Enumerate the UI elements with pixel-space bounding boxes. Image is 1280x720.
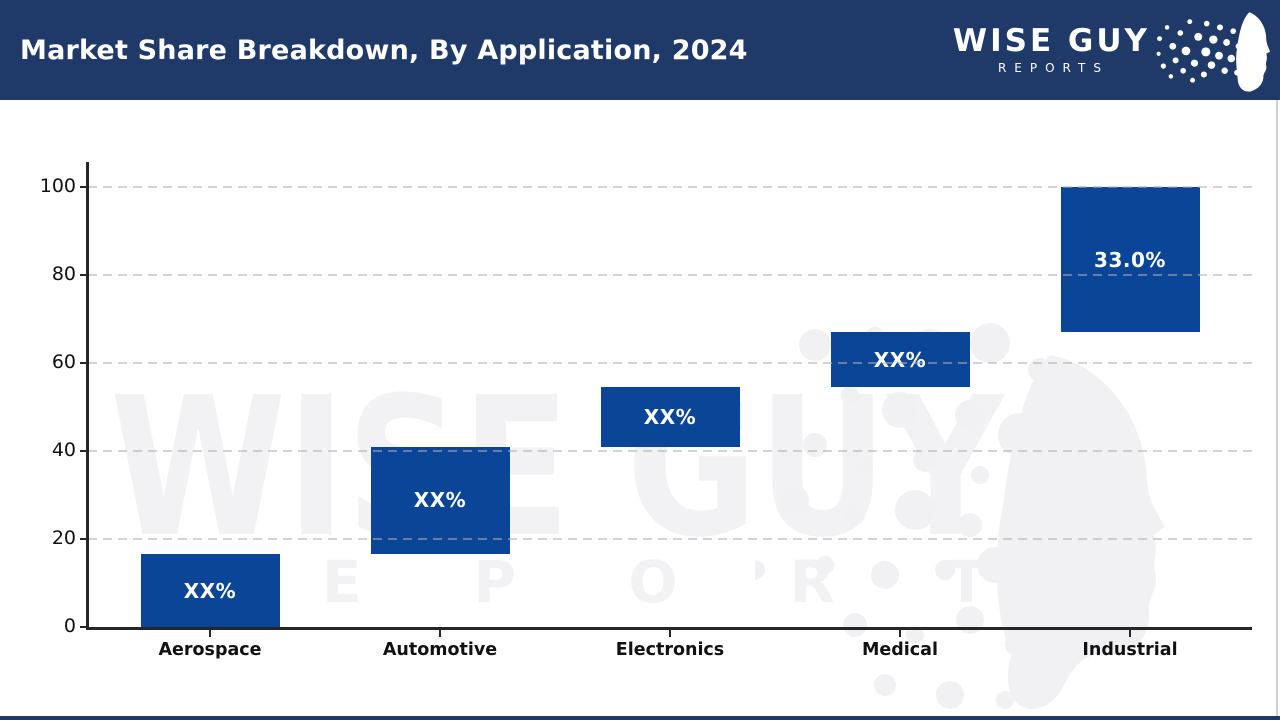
y-tick-label-40: 40 (51, 439, 76, 461)
gridline-y20 (88, 538, 1252, 540)
x-tick-medical (899, 629, 901, 637)
gridline-y100 (88, 186, 1252, 188)
bar-automotive: XX% (370, 446, 510, 555)
logo-face-icon (1156, 12, 1270, 92)
gridline-y60 (88, 362, 1252, 364)
bar-value-label: XX% (873, 347, 927, 372)
bar-electronics: XX% (600, 387, 740, 447)
bar-aerospace: XX% (140, 554, 280, 627)
y-tick-0 (80, 626, 88, 628)
x-label-aerospace: Aerospace (158, 640, 262, 660)
footer-bar (0, 716, 1280, 720)
logo-wordmark: WISE GUY (952, 23, 1150, 59)
x-axis-spine (86, 627, 1252, 630)
header-bar: Market Share Breakdown, By Application, … (0, 0, 1280, 100)
x-tick-aerospace (209, 629, 211, 637)
x-label-automotive: Automotive (382, 640, 498, 660)
bar-industrial: 33.0% (1060, 187, 1200, 333)
y-tick-label-20: 20 (51, 527, 76, 549)
y-tick-label-0: 0 (63, 615, 76, 637)
y-tick-40 (80, 450, 88, 452)
x-tick-electronics (669, 629, 671, 637)
y-tick-label-100: 100 (39, 175, 76, 197)
x-label-medical: Medical (862, 640, 938, 660)
y-tick-20 (80, 538, 88, 540)
bar-value-label: XX% (183, 578, 237, 603)
chart-canvas: WISE GUY R E P O R T S XX% XX% XX% XX% 33.0%… (0, 100, 1280, 716)
logo-subtitle: REPORTS (997, 61, 1109, 75)
y-tick-100 (80, 186, 88, 188)
y-tick-80 (80, 274, 88, 276)
y-axis-spine (86, 162, 89, 629)
page-title: Market Share Breakdown, By Application, … (20, 34, 748, 66)
bar-value-label: XX% (643, 404, 697, 429)
bar-value-label: XX% (413, 488, 467, 513)
y-tick-label-80: 80 (51, 263, 76, 285)
bar-value-label: 33.0% (1094, 247, 1166, 272)
x-label-industrial: Industrial (1082, 640, 1178, 660)
right-edge-divider (1276, 100, 1278, 716)
gridline-y40 (88, 450, 1252, 452)
gridline-y80 (88, 274, 1252, 276)
x-tick-industrial (1129, 629, 1131, 637)
brand-logo-text: WISE GUY REPORTS (952, 23, 1150, 75)
watermark-text-line1: WISE GUY (110, 355, 1004, 580)
brand-logo: WISE GUY REPORTS (953, 5, 1270, 95)
y-tick-60 (80, 362, 88, 364)
x-tick-automotive (439, 629, 441, 637)
y-tick-label-60: 60 (51, 351, 76, 373)
bar-medical: XX% (830, 332, 970, 388)
x-label-electronics: Electronics (615, 640, 725, 660)
